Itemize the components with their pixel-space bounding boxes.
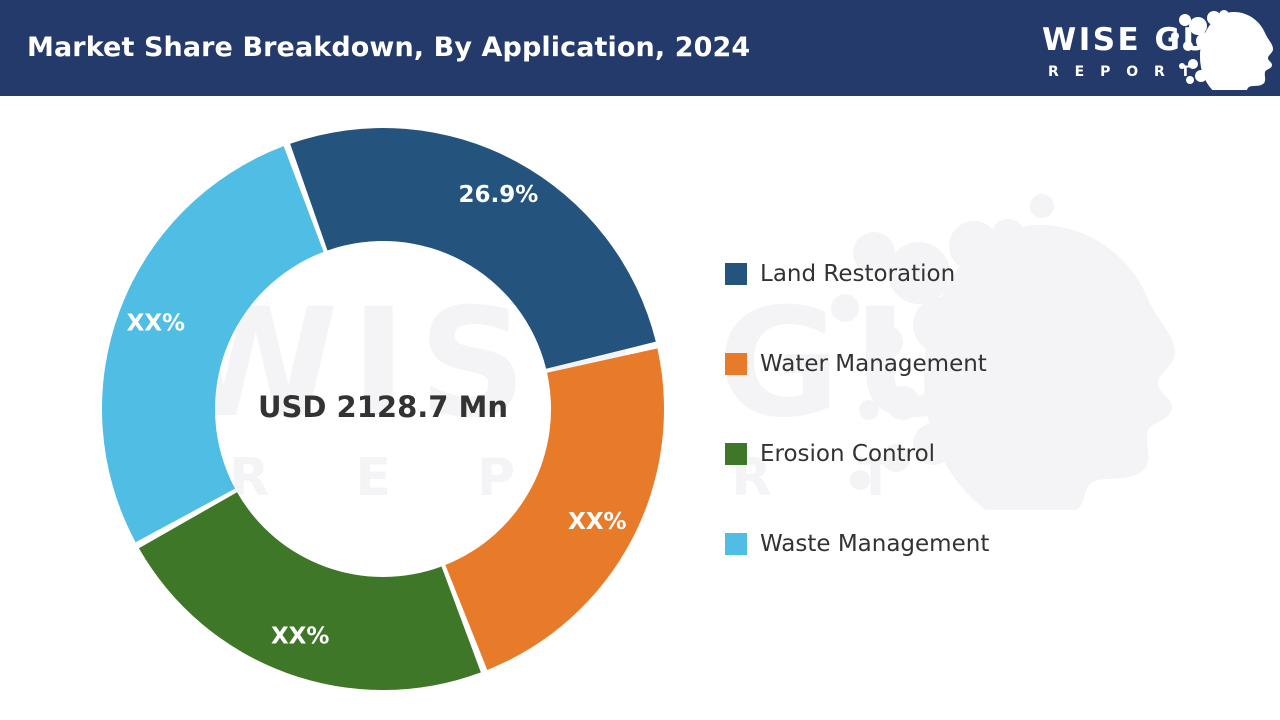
legend-item-label: Erosion Control: [760, 440, 936, 467]
brand-logo: WISE GUY R E P O R T S: [1038, 6, 1274, 90]
logo-wordmark-secondary: R E P O R T S: [1048, 64, 1222, 80]
legend-item-waste-management[interactable]: Waste Management: [725, 529, 989, 559]
donut-slice-waste-management[interactable]: [102, 146, 324, 543]
head-dots-logo-icon: [1171, 10, 1273, 90]
legend-item-label: Water Management: [760, 350, 987, 377]
donut-slice-water-management[interactable]: [445, 348, 665, 670]
legend-swatch-icon: [725, 533, 747, 555]
donut-center-value: USD 2128.7 Mn: [258, 390, 508, 424]
donut-slice-land-restoration[interactable]: [290, 128, 656, 369]
slice-label-waste-management: XX%: [127, 311, 186, 337]
legend-swatch-icon: [725, 443, 747, 465]
page-header: Market Share Breakdown, By Application, …: [0, 0, 1280, 96]
chart-area: WISE GUY R E P O R T S: [0, 96, 1280, 720]
legend-item-water-management[interactable]: Water Management: [725, 349, 987, 379]
legend-swatch-icon: [725, 263, 747, 285]
legend-item-land-restoration[interactable]: Land Restoration: [725, 259, 955, 289]
donut-chart: 26.9% XX% XX% XX% USD 2128.7 Mn: [102, 128, 665, 690]
legend-item-label: Waste Management: [760, 530, 990, 557]
slice-label-water-management: XX%: [568, 509, 627, 535]
page-title: Market Share Breakdown, By Application, …: [27, 32, 751, 63]
donut-slices: [102, 128, 665, 690]
donut-slice-labels: 26.9% XX% XX% XX%: [127, 182, 627, 649]
legend-item-label: Land Restoration: [760, 260, 956, 287]
slice-label-land-restoration: 26.9%: [459, 182, 539, 208]
brand-logo-svg: WISE GUY R E P O R T S: [1042, 10, 1273, 90]
slice-label-erosion-control: XX%: [271, 623, 330, 649]
donut-slice-erosion-control[interactable]: [138, 492, 481, 690]
legend-swatch-icon: [725, 353, 747, 375]
legend-item-erosion-control[interactable]: Erosion Control: [725, 439, 935, 469]
